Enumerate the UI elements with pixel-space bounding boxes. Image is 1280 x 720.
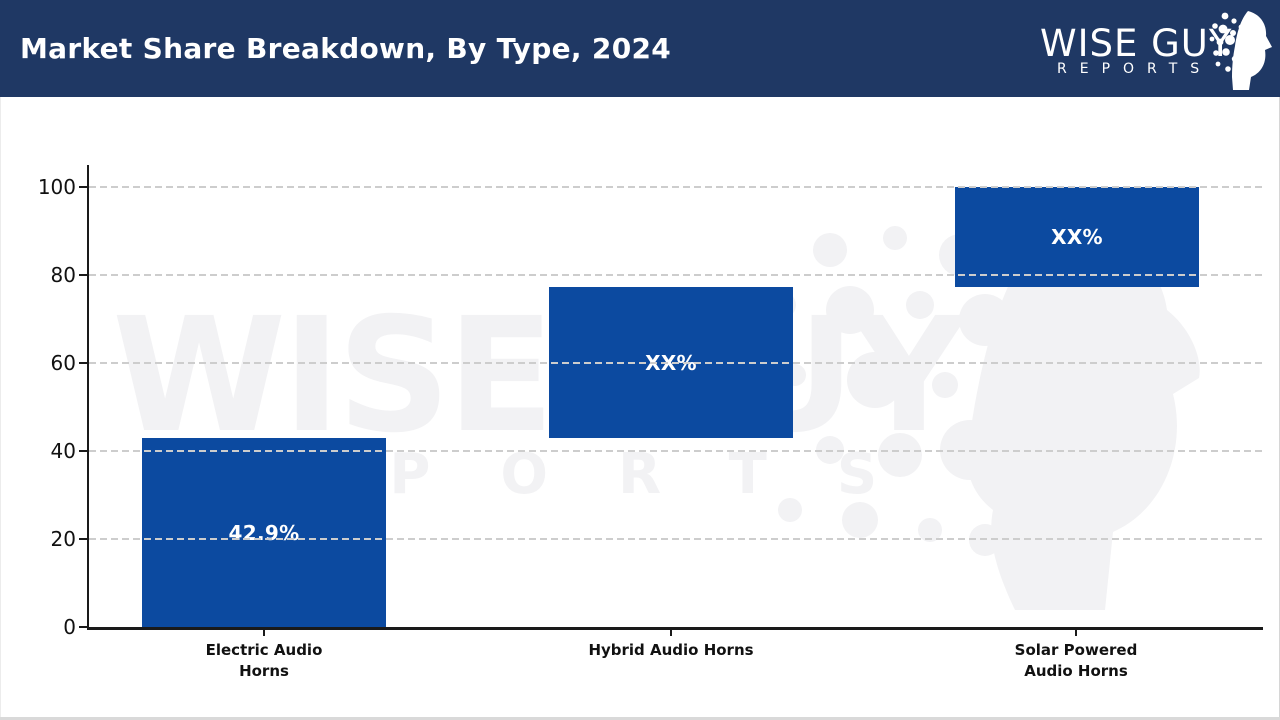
gridline-40	[89, 450, 1263, 452]
x-category-label-hybrid-audio-horns: Hybrid Audio Horns	[541, 640, 801, 661]
bar-electric-audio-horns: 42.9%	[142, 438, 386, 627]
page-title: Market Share Breakdown, By Type, 2024	[20, 32, 672, 65]
y-tick-label: 0	[63, 615, 76, 639]
y-tick-mark	[79, 362, 87, 364]
x-label-line: Electric Audio	[205, 641, 323, 659]
x-label-line: Solar Powered	[1014, 641, 1138, 659]
x-tick-mark	[263, 629, 265, 636]
y-tick-label: 40	[50, 439, 76, 463]
gridline-20	[89, 538, 1263, 540]
y-tick-mark	[79, 186, 87, 188]
y-tick-label: 60	[50, 351, 76, 375]
x-tick-mark	[670, 629, 672, 636]
bar-value-label: XX%	[1051, 224, 1103, 249]
x-label-line: Audio Horns	[1024, 662, 1128, 680]
gridline-60	[89, 362, 1263, 364]
gridline-100	[89, 186, 1263, 188]
y-tick-mark	[79, 538, 87, 540]
logo-wordmark: WISE GUY	[1040, 22, 1233, 65]
x-label-line: Horns	[239, 662, 289, 680]
logo-subtext: REPORTS	[1057, 61, 1213, 77]
y-tick-label: 80	[50, 263, 76, 287]
x-label-line: Hybrid Audio Horns	[588, 641, 754, 659]
y-tick-mark	[79, 274, 87, 276]
y-tick-mark	[79, 626, 87, 628]
y-tick-label: 20	[50, 527, 76, 551]
y-tick-mark	[79, 450, 87, 452]
gridline-80	[89, 274, 1263, 276]
bar-solar-powered-audio-horns: XX%	[955, 187, 1199, 287]
bar-value-label: 42.9%	[228, 520, 300, 545]
y-axis-line	[87, 165, 89, 627]
header-bar: Market Share Breakdown, By Type, 2024 WI…	[0, 0, 1280, 97]
x-category-label-electric-audio-horns: Electric Audio Horns	[134, 640, 394, 682]
wiseguy-head-icon	[1206, 6, 1272, 96]
watermark-wordmark: WISE GUY	[112, 284, 966, 468]
x-axis-line	[87, 627, 1263, 630]
x-category-label-solar-powered-audio-horns: Solar Powered Audio Horns	[946, 640, 1206, 682]
x-tick-mark	[1075, 629, 1077, 636]
y-tick-label: 100	[37, 175, 76, 199]
